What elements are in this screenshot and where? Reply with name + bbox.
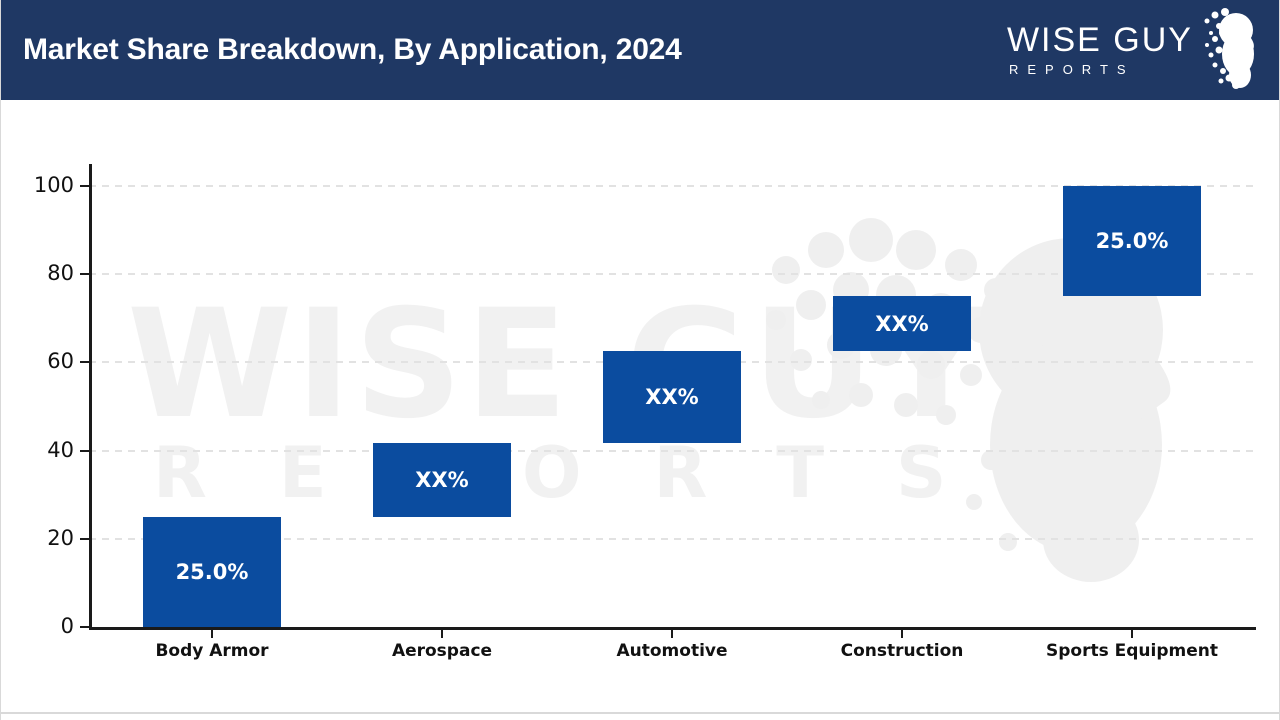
y-tick-mark [80,626,89,628]
y-tick-label: 40 [47,437,74,462]
logo-subtitle: REPORTS [1008,62,1135,77]
x-tick-mark [901,630,903,638]
header: Market Share Breakdown, By Application, … [1,0,1279,100]
y-tick-mark [80,449,89,452]
bar-value-label: 25.0% [175,559,249,584]
y-tick-label: 80 [47,261,74,286]
x-category-label: Body Armor [155,641,269,661]
gridline [89,537,1256,540]
logo-head-icon [1204,8,1254,89]
x-category-label: Construction [840,641,964,661]
y-tick-mark [80,537,89,540]
x-tick-mark [671,630,673,638]
x-tick-mark [441,630,443,638]
bar-value-label: XX% [645,385,699,410]
bar-value-label: XX% [875,311,929,336]
bar-segment: XX% [833,296,971,352]
y-axis-line [89,164,92,630]
y-tick-mark [80,273,89,276]
bar-value-label: XX% [415,467,469,492]
bottom-divider [1,712,1279,714]
x-axis-line [89,627,1256,630]
y-tick-label: 0 [60,614,74,638]
bar-value-label: 25.0% [1095,229,1169,254]
brand-logo: WISE GUY REPORTS [1007,7,1257,93]
gridline [89,185,1256,188]
gridline [89,449,1256,452]
logo-wordmark: WISE GUY [1006,21,1193,59]
x-tick-mark [1131,630,1133,638]
x-tick-mark [211,630,213,638]
y-tick-mark [80,361,89,364]
y-tick-mark [80,185,89,188]
logo-text: WISE GUY REPORTS [1007,23,1193,77]
bar-segment: XX% [603,351,741,444]
gridline [89,273,1256,276]
y-tick-label: 20 [47,525,74,550]
x-category-label: Aerospace [391,641,493,661]
bar-segment: XX% [373,443,511,517]
x-category-label: Sports Equipment [1046,641,1218,661]
bar-segment: 25.0% [1063,186,1201,297]
y-tick-label: 60 [47,349,74,374]
chart-title: Market Share Breakdown, By Application, … [23,33,682,66]
bar-segment: 25.0% [143,516,281,627]
y-tick-label: 100 [33,173,74,198]
waterfall-chart: WISE GUY REPORTS 0 20 40 60 80 100 25.0% Body A… [1,100,1279,712]
x-category-label: Automotive [616,641,728,661]
